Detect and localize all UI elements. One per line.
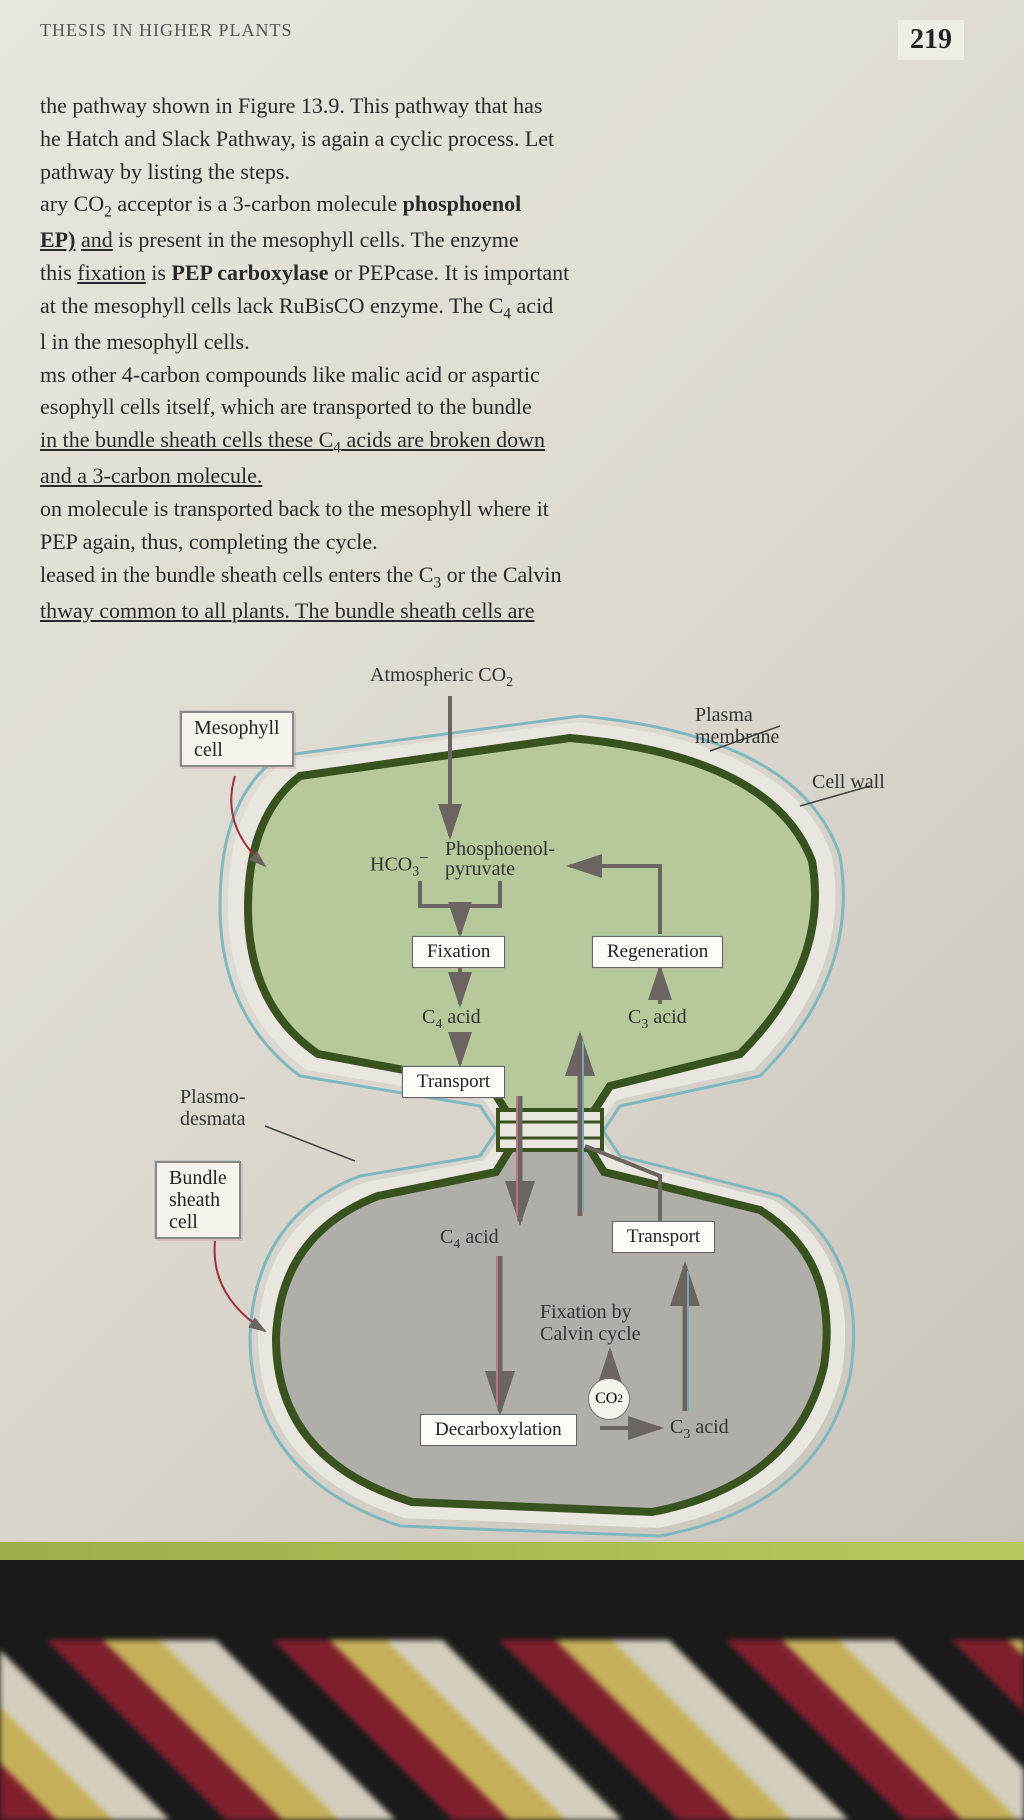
label-c3-acid-bottom: C3 acid bbox=[670, 1416, 729, 1443]
label-bundle-sheath: Bundlesheathcell bbox=[155, 1161, 241, 1239]
text-line: and a 3-carbon molecule. bbox=[40, 461, 720, 492]
text-line: the pathway shown in Figure 13.9. This p… bbox=[40, 91, 720, 122]
page-number: 219 bbox=[898, 20, 964, 60]
label-c4-acid-bottom: C4 acid bbox=[440, 1226, 499, 1253]
text-line: l in the mesophyll cells. bbox=[40, 327, 720, 358]
page-bottom-edge bbox=[0, 1542, 1024, 1560]
text-line: ms other 4-carbon compounds like malic a… bbox=[40, 360, 720, 391]
text-line: he Hatch and Slack Pathway, is again a c… bbox=[40, 124, 720, 155]
text-line: PEP again, thus, completing the cycle. bbox=[40, 527, 720, 558]
label-pep: Phosphoenol-pyruvate bbox=[445, 839, 555, 879]
text-line: pathway by listing the steps. bbox=[40, 157, 720, 188]
blanket-pattern bbox=[0, 1640, 1024, 1820]
label-plasma-membrane: Plasmamembrane bbox=[695, 704, 779, 748]
text-line: EP) and is present in the mesophyll cell… bbox=[40, 225, 720, 256]
text-line: thway common to all plants. The bundle s… bbox=[40, 596, 720, 627]
text-line: leased in the bundle sheath cells enters… bbox=[40, 560, 720, 594]
box-regeneration: Regeneration bbox=[592, 936, 723, 968]
label-hco3: HCO3− bbox=[370, 848, 429, 881]
label-plasmodesmata: Plasmo-desmata bbox=[180, 1086, 246, 1130]
text-line: in the bundle sheath cells these C4 acid… bbox=[40, 425, 720, 459]
label-atmospheric-co2: Atmospheric CO2 bbox=[370, 664, 513, 691]
text-line: on molecule is transported back to the m… bbox=[40, 494, 720, 525]
label-mesophyll-cell: Mesophyllcell bbox=[180, 711, 294, 767]
label-calvin: Fixation byCalvin cycle bbox=[540, 1301, 641, 1345]
body-text: the pathway shown in Figure 13.9. This p… bbox=[40, 91, 720, 626]
background-below bbox=[0, 1560, 1024, 1820]
text-line: ary CO2 acceptor is a 3-carbon molecule … bbox=[40, 189, 720, 223]
textbook-page: THESIS IN HIGHER PLANTS 219 the pathway … bbox=[0, 0, 1024, 1560]
box-transport-top: Transport bbox=[402, 1066, 505, 1098]
text-line: at the mesophyll cells lack RuBisCO enzy… bbox=[40, 291, 720, 325]
label-c3-acid-top: C3 acid bbox=[628, 1006, 687, 1033]
box-fixation: Fixation bbox=[412, 936, 505, 968]
label-c4-acid-top: C4 acid bbox=[422, 1006, 481, 1033]
text-line: esophyll cells itself, which are transpo… bbox=[40, 392, 720, 423]
hatch-slack-diagram: Atmospheric CO2 Mesophyllcell Plasmamemb… bbox=[100, 656, 920, 1576]
label-cell-wall: Cell wall bbox=[812, 771, 885, 794]
box-transport-bottom: Transport bbox=[612, 1221, 715, 1253]
text-line: this fixation is PEP carboxylase or PEPc… bbox=[40, 258, 720, 289]
chapter-header: THESIS IN HIGHER PLANTS bbox=[40, 20, 984, 41]
box-decarboxylation: Decarboxylation bbox=[420, 1414, 577, 1446]
